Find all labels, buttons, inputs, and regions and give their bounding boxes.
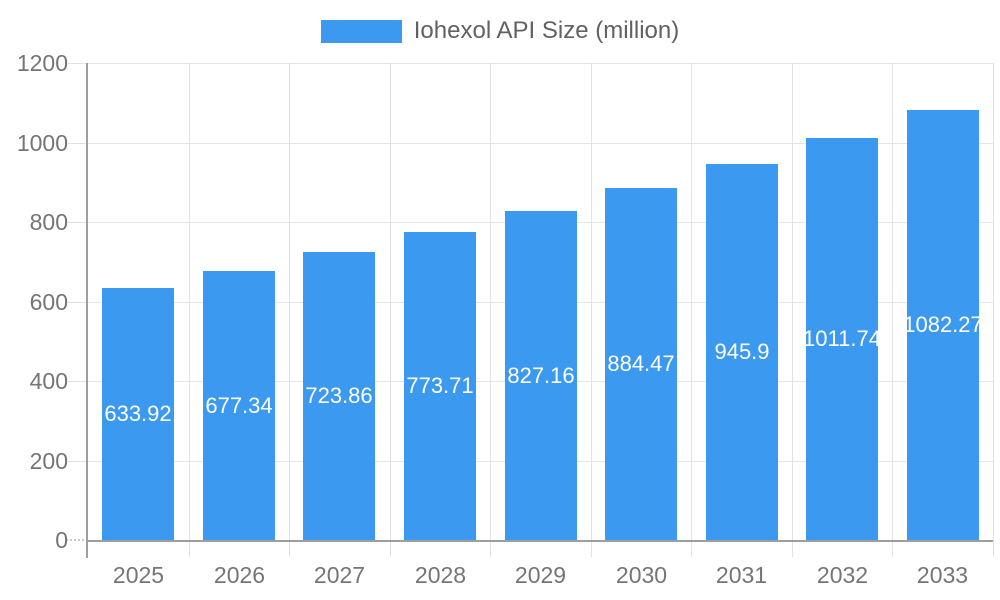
y-axis-line — [86, 63, 88, 558]
gridline-x-5 — [591, 63, 592, 557]
gridline-x-3 — [390, 63, 391, 557]
legend-label: Iohexol API Size (million) — [413, 17, 680, 44]
y-tick-mark-400 — [68, 381, 88, 382]
bar-2032: 1011.74 — [806, 138, 878, 540]
bar-value-label-2033: 1082.27 — [907, 312, 979, 337]
bar-value-label-2029: 827.16 — [507, 362, 575, 388]
bar-2029: 827.16 — [505, 211, 577, 540]
y-tick-mark-1000 — [68, 143, 88, 144]
bar-value-label-2025: 633.92 — [104, 401, 172, 426]
y-tick-mark-200 — [68, 461, 88, 462]
y-tick-label-1200: 1200 — [16, 50, 68, 76]
bar-2028: 773.71 — [404, 232, 476, 540]
bar-value-label-2026: 677.34 — [205, 392, 273, 418]
x-tick-label-2025: 2025 — [112, 562, 165, 588]
x-tick-label-2026: 2026 — [213, 562, 266, 588]
bar-value-label-2027: 723.86 — [305, 383, 373, 408]
bar-2033: 1082.27 — [907, 110, 979, 540]
y-tick-mark-600 — [68, 302, 88, 303]
x-tick-label-2032: 2032 — [816, 562, 869, 588]
bar-value-label-2031: 945.9 — [714, 339, 770, 364]
y-tick-label-0: 0 — [55, 527, 68, 553]
y-tick-label-600: 600 — [29, 289, 68, 315]
x-tick-label-2029: 2029 — [514, 562, 567, 588]
bar-2026: 677.34 — [203, 271, 275, 540]
y-tick-mark-800 — [68, 222, 88, 223]
bar-2025: 633.92 — [102, 288, 174, 540]
x-tick-label-2031: 2031 — [715, 562, 768, 588]
y-tick-label-400: 400 — [29, 368, 68, 394]
y-tick-label-200: 200 — [29, 448, 68, 474]
x-tick-label-2033: 2033 — [916, 562, 969, 588]
bar-value-label-2032: 1011.74 — [806, 326, 878, 351]
y-tick-label-1000: 1000 — [16, 130, 68, 156]
x-tick-label-2030: 2030 — [615, 562, 668, 588]
bar-value-label-2030: 884.47 — [607, 351, 675, 376]
legend-swatch-icon — [320, 19, 402, 43]
bar-value-label-2028: 773.71 — [406, 373, 474, 398]
gridline-x-9 — [993, 63, 994, 557]
y-tick-label-800: 800 — [29, 209, 68, 235]
gridline-x-2 — [289, 63, 290, 557]
gridline-y-1200 — [88, 63, 993, 64]
x-axis-line — [86, 540, 993, 542]
gridline-x-4 — [490, 63, 491, 557]
y-tick-mark-0 — [66, 539, 88, 541]
y-tick-mark-1200 — [68, 63, 88, 64]
gridline-x-7 — [792, 63, 793, 557]
x-tick-label-2027: 2027 — [313, 562, 366, 588]
bar-2027: 723.86 — [303, 252, 375, 540]
bar-2031: 945.9 — [706, 164, 778, 540]
gridline-x-6 — [691, 63, 692, 557]
gridline-x-8 — [892, 63, 893, 557]
gridline-x-1 — [189, 63, 190, 557]
plot-area: 0 200 400 600 800 1000 1200 633.92 2025 677.34 202… — [17, 50, 994, 588]
x-tick-label-2028: 2028 — [414, 562, 467, 588]
gridline-y-1000 — [88, 143, 993, 144]
legend[interactable]: Iohexol API Size (million) — [0, 17, 1000, 45]
bar-2030: 884.47 — [605, 188, 677, 540]
